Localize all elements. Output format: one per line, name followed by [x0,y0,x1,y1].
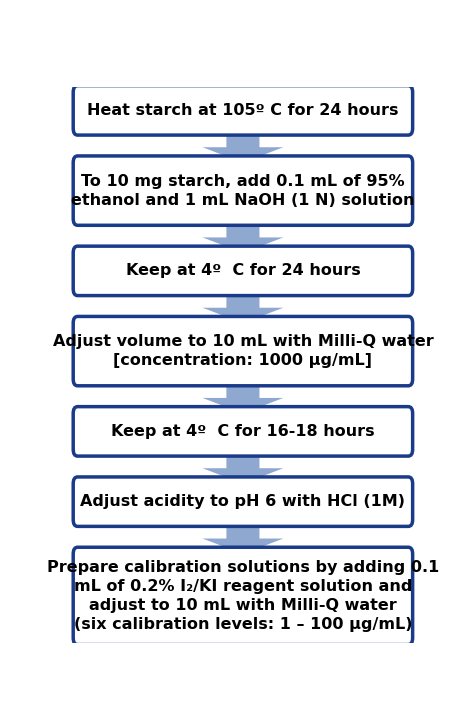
Polygon shape [202,520,283,554]
Polygon shape [202,218,283,253]
Polygon shape [202,450,283,484]
FancyBboxPatch shape [73,246,413,296]
FancyBboxPatch shape [73,547,413,645]
Text: Adjust acidity to pH 6 with HCl (1M): Adjust acidity to pH 6 with HCl (1M) [81,494,405,509]
Text: Keep at 4º  C for 16-18 hours: Keep at 4º C for 16-18 hours [111,424,375,439]
Text: Adjust volume to 10 mL with Milli-Q water
[concentration: 1000 μg/mL]: Adjust volume to 10 mL with Milli-Q wate… [53,334,433,368]
Text: Heat starch at 105º C for 24 hours: Heat starch at 105º C for 24 hours [87,103,399,118]
FancyBboxPatch shape [73,317,413,386]
Text: Prepare calibration solutions by adding 0.1
mL of 0.2% I₂/KI reagent solution an: Prepare calibration solutions by adding … [47,560,439,632]
FancyBboxPatch shape [73,156,413,226]
Polygon shape [202,129,283,163]
FancyBboxPatch shape [73,406,413,456]
Polygon shape [202,289,283,323]
Text: Keep at 4º  C for 24 hours: Keep at 4º C for 24 hours [126,263,360,278]
FancyBboxPatch shape [73,477,413,526]
FancyBboxPatch shape [73,85,413,135]
Polygon shape [202,379,283,414]
Text: To 10 mg starch, add 0.1 mL of 95%
ethanol and 1 mL NaOH (1 N) solution: To 10 mg starch, add 0.1 mL of 95% ethan… [71,174,415,208]
